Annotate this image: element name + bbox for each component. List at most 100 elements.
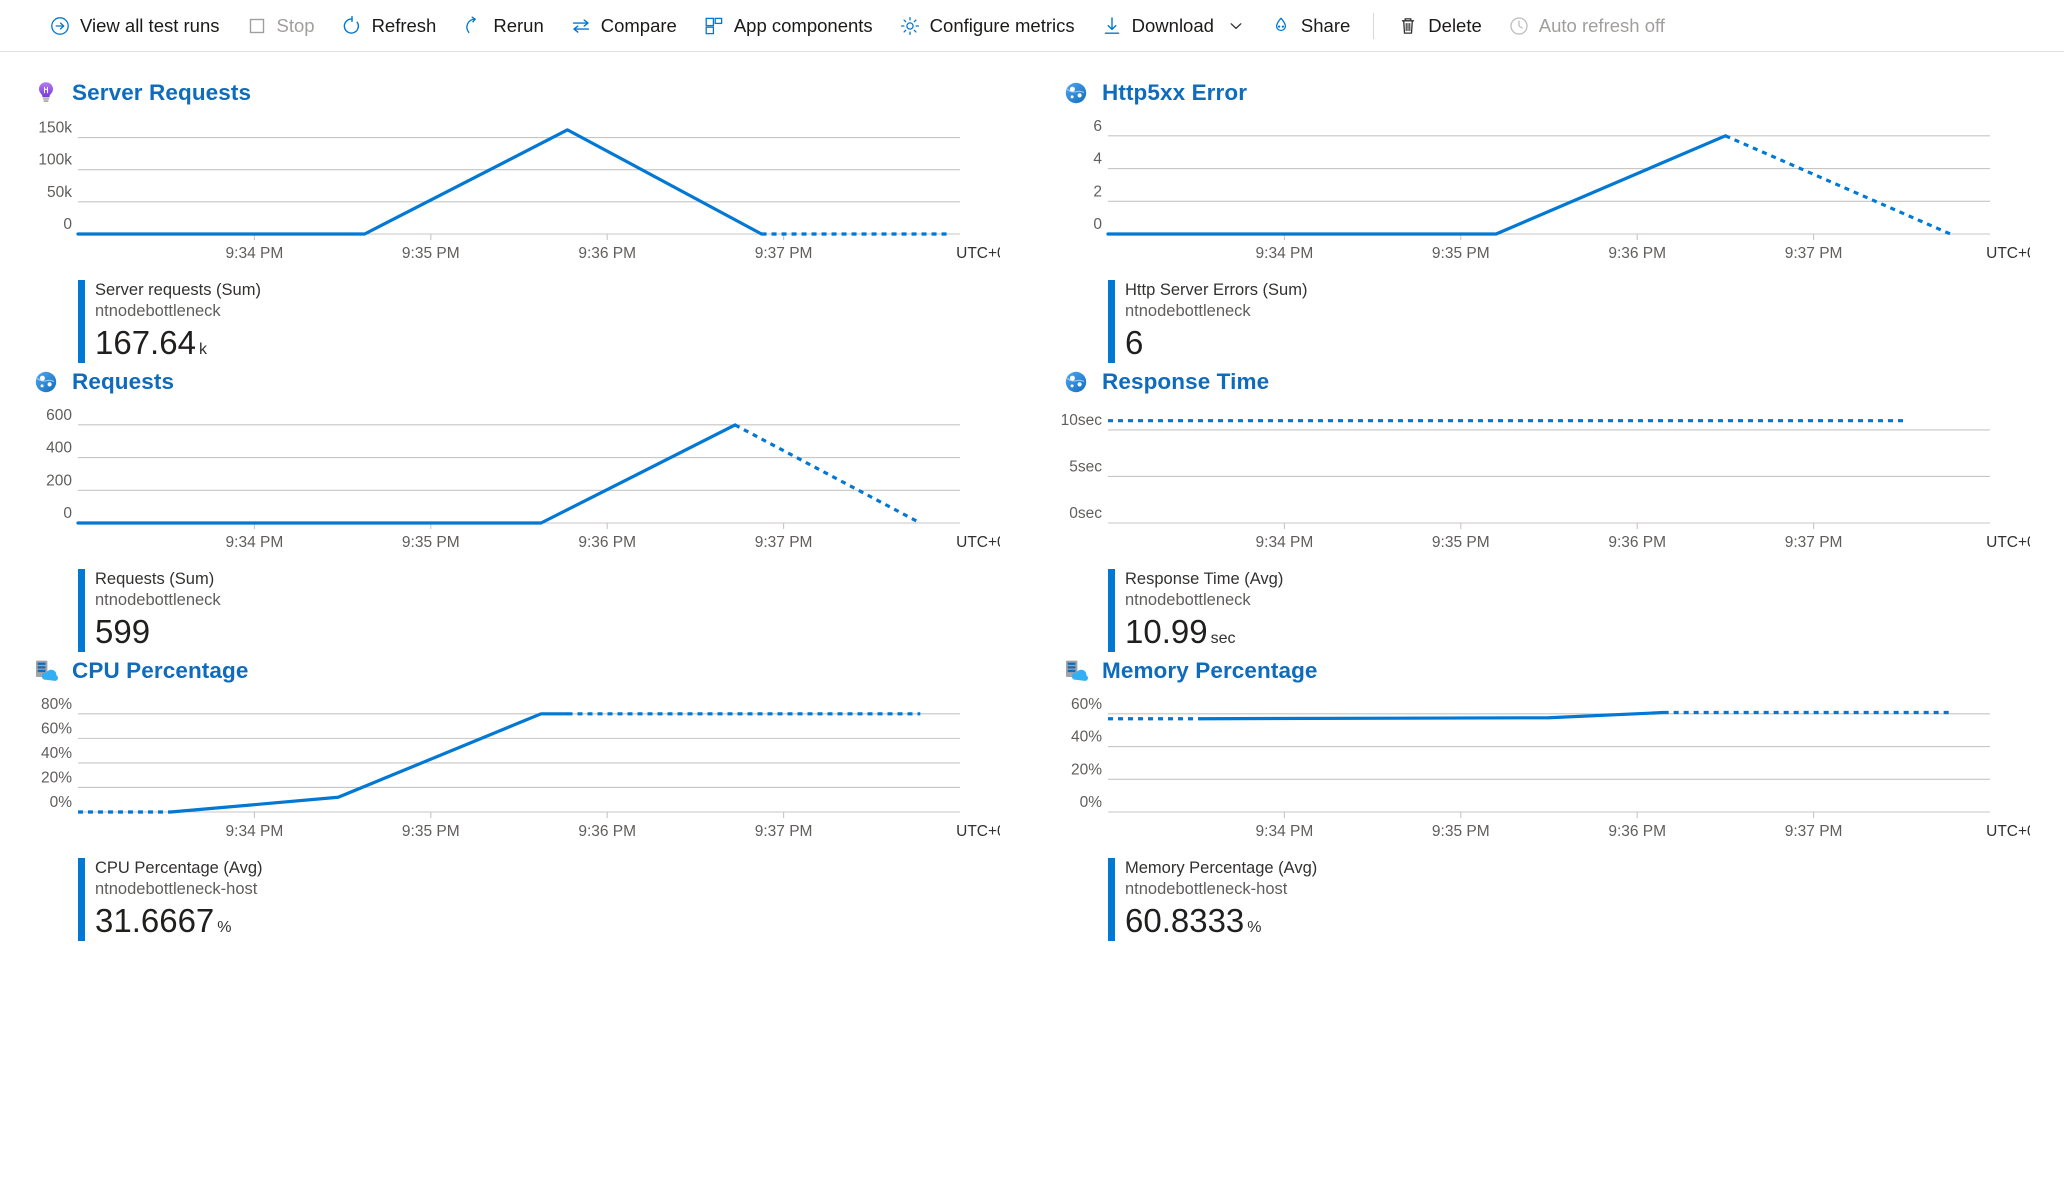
toolbar-button-delete[interactable]: Delete [1384,9,1494,43]
svg-text:80%: 80% [41,696,72,713]
chevron-down-icon[interactable] [1228,18,1244,34]
legend-value-number: 167.64 [95,324,196,362]
toolbar-button-rerun[interactable]: Rerun [449,9,556,43]
legend-value: 60.8333% [1125,902,1317,941]
app-insights-bulb-icon [32,79,60,107]
legend-resource-name: ntnodebottleneck [95,301,221,320]
metric-card-header: CPU Percentage [0,630,1030,690]
metric-plot-server-requests[interactable]: 150k 100k 50k 0 9:34 PM 9:35 PM 9:36 PM 9:37 PM… [0,112,1030,272]
svg-text:0%: 0% [1080,794,1103,811]
toolbar-button-label: Stop [276,14,315,36]
legend-value: 6 [1125,324,1307,363]
metric-card-header: Server Requests [0,52,1030,112]
legend-metric-name: Memory Percentage (Avg) [1125,859,1318,877]
metric-card-header: Memory Percentage [1030,630,2064,690]
svg-text:9:37 PM: 9:37 PM [1785,245,1843,262]
metric-plot-cpu-percentage[interactable]: 80% 60% 40% 20% 0% 9:34 PM 9:35 PM 9:36 PM 9:37 … [0,690,1030,850]
svg-text:9:37 PM: 9:37 PM [755,823,813,840]
metric-card-title[interactable]: CPU Percentage [72,658,249,683]
metric-card-title[interactable]: Response Time [1102,369,1270,394]
svg-text:UTC+02:00: UTC+02:00 [956,245,1000,262]
svg-text:60%: 60% [41,720,72,737]
svg-text:9:36 PM: 9:36 PM [578,245,636,262]
svg-text:9:37 PM: 9:37 PM [1785,823,1843,840]
toolbar-button-app-components[interactable]: App components [690,9,886,43]
arrow-right-circle-icon [49,15,71,37]
download-icon [1101,15,1123,37]
svg-text:UTC+02:00: UTC+02:00 [956,534,1000,551]
svg-text:9:35 PM: 9:35 PM [402,823,460,840]
svg-text:0: 0 [63,505,72,522]
metric-card-title[interactable]: Server Requests [72,80,252,105]
metric-plot-requests[interactable]: 600 400 200 0 9:34 PM 9:35 PM 9:36 PM 9:37 PM UT… [0,401,1030,561]
svg-text:9:35 PM: 9:35 PM [1432,534,1490,551]
svg-text:50k: 50k [47,184,72,201]
trash-icon [1397,15,1419,37]
svg-text:100k: 100k [38,152,72,169]
metric-card-title[interactable]: Requests [72,369,175,394]
svg-text:9:37 PM: 9:37 PM [755,245,813,262]
clock-icon [1508,15,1530,37]
svg-text:9:36 PM: 9:36 PM [578,534,636,551]
toolbar-button-label: Compare [600,14,677,36]
toolbar-button-label: Share [1300,14,1351,36]
svg-text:9:35 PM: 9:35 PM [402,534,460,551]
toolbar-button-download[interactable]: Download [1088,9,1257,43]
metrics-grid: Server Requests 150k 100k 50k 0 9:34 PM 9:35 … [0,52,2064,941]
legend-metric-name: CPU Percentage (Avg) [95,859,263,877]
legend-value-number: 60.8333 [1125,902,1245,940]
svg-text:40%: 40% [1071,729,1102,746]
rerun-icon [462,15,484,37]
legend-metric-name: Server requests (Sum) [95,281,261,299]
metric-plot-response-time[interactable]: 10sec 5sec 0sec 9:34 PM 9:35 PM 9:36 PM 9:37 P… [1030,401,2064,561]
toolbar-button-label: Rerun [493,14,544,36]
svg-text:600: 600 [46,407,72,424]
metric-card-http5xx-error: Http5xx Error 6 4 2 0 9:34 PM 9:35 PM 9:36 PM 9… [1030,52,2064,363]
metric-card-title[interactable]: Http5xx Error [1102,80,1248,105]
toolbar-button-auto-refresh-off: Auto refresh off [1495,9,1678,43]
toolbar-button-refresh[interactable]: Refresh [328,9,450,43]
svg-text:4: 4 [1093,151,1102,168]
metric-card-response-time: Response Time 10sec 5sec 0sec 9:34 PM 9:35 P… [1030,341,2064,652]
metric-card-server-requests: Server Requests 150k 100k 50k 0 9:34 PM 9:35 … [0,52,1030,363]
svg-text:2: 2 [1093,183,1102,200]
legend-color-swatch [1108,569,1115,652]
toolbar-button-view-all-test-runs[interactable]: View all test runs [36,9,233,43]
svg-text:9:36 PM: 9:36 PM [1608,823,1666,840]
svg-text:9:35 PM: 9:35 PM [1432,823,1490,840]
toolbar-button-label: Configure metrics [929,14,1075,36]
app-service-plan-icon [1062,657,1090,685]
svg-text:0: 0 [1093,216,1102,233]
legend-color-swatch [1108,858,1115,941]
toolbar-button-configure-metrics[interactable]: Configure metrics [886,9,1088,43]
svg-text:9:35 PM: 9:35 PM [1432,245,1490,262]
metric-card-header: Http5xx Error [1030,52,2064,112]
metric-legend-server-requests: Server requests (Sum) ntnodebottleneck 1… [0,280,1030,363]
metric-card-title[interactable]: Memory Percentage [1102,658,1318,683]
svg-text:9:34 PM: 9:34 PM [1256,245,1314,262]
svg-text:9:34 PM: 9:34 PM [226,534,284,551]
legend-value: 599 [95,613,221,652]
legend-value-unit: k [198,341,207,359]
share-icon [1270,15,1292,37]
svg-text:9:34 PM: 9:34 PM [1256,823,1314,840]
toolbar-button-compare[interactable]: Compare [557,9,690,43]
compare-arrows-icon [570,15,592,37]
toolbar-button-label: Refresh [371,14,437,36]
refresh-icon [341,15,363,37]
metric-plot-http5xx-error[interactable]: 6 4 2 0 9:34 PM 9:35 PM 9:36 PM 9:37 PM UTC+02:0… [1030,112,2064,272]
legend-value: 10.99 sec [1125,613,1283,652]
svg-text:0sec: 0sec [1069,505,1102,522]
toolbar-button-share[interactable]: Share [1257,9,1363,43]
toolbar-button-label: Delete [1428,14,1482,36]
svg-text:20%: 20% [1071,761,1102,778]
svg-text:9:34 PM: 9:34 PM [226,245,284,262]
metric-plot-memory-percentage[interactable]: 60% 40% 20% 0% 9:34 PM 9:35 PM 9:36 PM 9:37 PM U… [1030,690,2064,850]
legend-color-swatch [78,569,85,652]
toolbar-button-stop: Stop [233,9,328,43]
legend-value-unit: sec [1210,630,1236,648]
legend-value-number: 599 [95,613,151,651]
svg-text:20%: 20% [41,769,72,786]
svg-text:UTC+02:00: UTC+02:00 [1986,823,2030,840]
svg-text:9:34 PM: 9:34 PM [1256,534,1314,551]
